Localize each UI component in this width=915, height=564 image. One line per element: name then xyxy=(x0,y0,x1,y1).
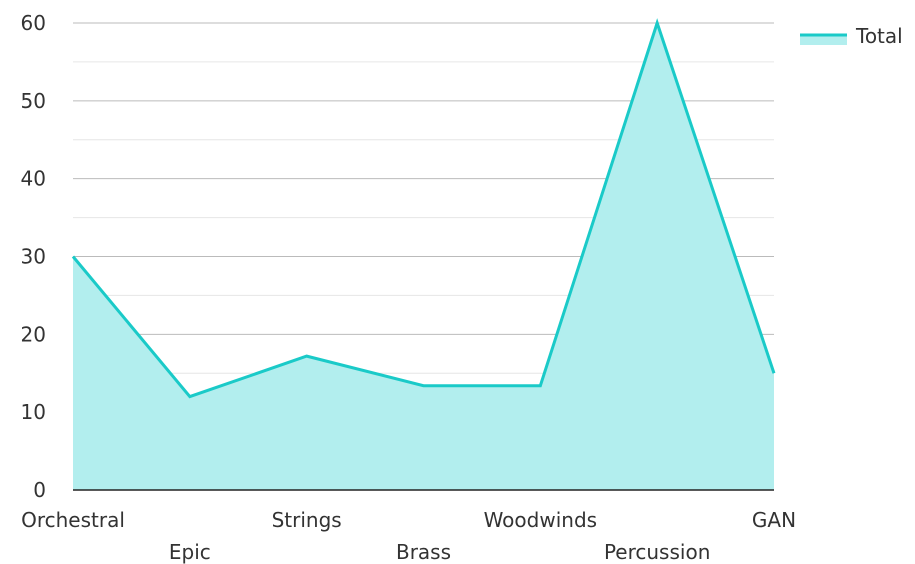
axes: 0 10 20 30 40 50 60 Orchestral Epic Strings Brass W… xyxy=(21,11,797,564)
series-area-total xyxy=(73,23,774,490)
series-layer xyxy=(71,18,776,490)
y-tick-label: 40 xyxy=(21,167,46,191)
x-tick-label: Orchestral xyxy=(21,508,125,532)
data-point-brass[interactable] xyxy=(422,384,426,388)
data-point-epic[interactable] xyxy=(188,395,192,399)
x-tick-label: Woodwinds xyxy=(484,508,597,532)
series-line-total xyxy=(71,18,776,399)
data-point-orchestral[interactable] xyxy=(71,255,75,259)
data-point-percussion[interactable] xyxy=(655,21,659,25)
data-point-gan[interactable] xyxy=(772,371,776,375)
x-tick-label: Percussion xyxy=(604,540,710,564)
y-tick-label: 50 xyxy=(21,89,46,113)
x-tick-label: Epic xyxy=(169,540,211,564)
legend: Total xyxy=(800,24,903,48)
y-tick-label: 20 xyxy=(21,322,46,346)
y-tick-label: 10 xyxy=(21,400,46,424)
legend-label-total[interactable]: Total xyxy=(855,24,903,48)
x-tick-label: GAN xyxy=(752,508,796,532)
x-tick-label: Strings xyxy=(272,508,342,532)
data-point-woodwinds[interactable] xyxy=(538,384,542,388)
data-point-strings[interactable] xyxy=(305,354,309,358)
x-tick-label: Brass xyxy=(396,540,451,564)
y-tick-label: 0 xyxy=(33,478,46,502)
y-tick-label: 30 xyxy=(21,245,46,269)
legend-swatch-fill xyxy=(800,34,847,45)
y-tick-label: 60 xyxy=(21,11,46,35)
